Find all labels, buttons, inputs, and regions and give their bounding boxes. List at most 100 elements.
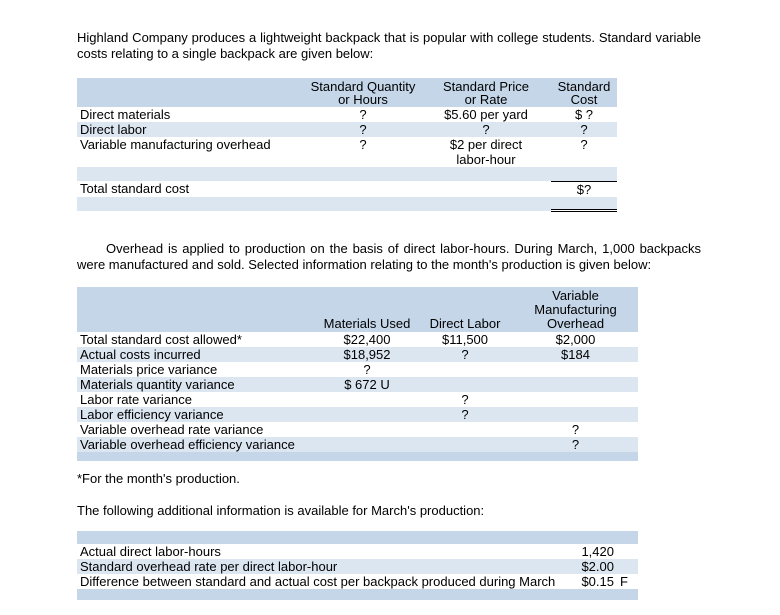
materials-cell: $18,952 [343,346,391,362]
price-cell: ? [482,122,490,137]
cost-cell: ? [580,137,588,152]
header-variable-overhead: Variable Manufacturing Overhead [534,287,617,331]
spacer-cell [77,167,551,181]
spacer-cell [305,181,421,197]
table-row: Variable overhead efficiency variance ? [77,436,638,452]
overhead-cell [513,392,638,407]
row-label: Direct labor [80,122,147,137]
cost-cell: $ ? [574,107,594,122]
row-label: Materials quantity variance [80,376,235,392]
table-row: Materials quantity variance $ 672 U [77,376,638,392]
labor-cell [417,437,513,452]
materials-cell: ? [363,361,371,377]
additional-info-paragraph: The following additional information is … [77,502,485,518]
document-page: Highland Company produces a lightweight … [77,30,701,600]
overhead-cell: $184 [561,346,590,362]
row-label: Actual direct labor-hours [80,543,221,559]
spacer-cell [77,211,617,221]
table-row: Variable manufacturing overhead ? $2 per… [77,137,617,167]
header-direct-labor: Direct Labor [429,315,501,331]
standard-cost-table: Standard Quantity or Hours Standard Pric… [77,78,617,221]
overhead-cell [513,377,638,392]
header-materials-used: Materials Used [323,315,411,331]
labor-cell [417,422,513,437]
value-cell: 1,420 [581,543,614,559]
materials-cell [317,422,417,437]
row-label: Difference between standard and actual c… [80,573,556,589]
materials-cell: $22,400 [343,331,391,347]
spacer-cell [421,181,551,197]
row-label: Total standard cost allowed* [80,331,242,347]
qty-cell: ? [359,137,367,152]
table-row: Difference between standard and actual c… [77,574,638,589]
spacer-cell [77,287,317,332]
suffix-cell [617,544,638,559]
total-label: Total standard cost [80,181,190,196]
labor-cell [417,377,513,392]
materials-cell [317,392,417,407]
overhead-cell [513,362,638,377]
total-value: $? [576,181,592,197]
price-cell: $2 per direct labor-hour [449,137,523,167]
standard-cost-header-row: Standard Quantity or Hours Standard Pric… [77,78,617,107]
qty-cell: ? [359,122,367,137]
table-bottom-band [77,451,638,461]
materials-cell: $ 672 U [344,376,390,392]
overhead-cell: $2,000 [555,331,596,347]
overhead-cell: ? [571,421,580,437]
suffix-cell: F [620,573,628,589]
blank-row [77,211,617,221]
table-row: Total standard cost allowed* $22,400 $11… [77,332,638,347]
overhead-paragraph: Overhead is applied to production on the… [77,240,701,272]
table-row: Direct materials ? $5.60 per yard $ ? [77,107,617,122]
single-rule [551,167,617,182]
table-row: Standard overhead rate per direct labor-… [77,558,638,574]
production-table: Materials Used Direct Labor Variable Man… [77,286,638,461]
row-label: Labor efficiency variance [80,406,224,422]
row-label: Actual costs incurred [80,346,201,362]
table-row: Materials price variance ? [77,362,638,377]
table-top-band [77,530,638,544]
intro-paragraph: Highland Company produces a lightweight … [77,30,701,61]
labor-cell: ? [461,406,469,422]
additional-info-table: Actual direct labor-hours 1,420 Standard… [77,530,638,600]
table-row: Direct labor ? ? ? [77,122,617,137]
footnote: *For the month's production. [77,470,240,486]
spacer-cell [77,589,638,600]
table-bottom-band [77,588,638,600]
row-label: Standard overhead rate per direct labor-… [80,558,338,574]
labor-cell [417,362,513,377]
overhead-cell [513,407,638,422]
labor-cell: ? [461,391,469,407]
suffix-cell [617,559,638,574]
qty-cell: ? [359,107,367,122]
value-cell: $0.15 [581,573,614,589]
labor-cell: $11,500 [441,331,489,347]
value-cell: $2.00 [581,558,614,574]
production-header-row: Materials Used Direct Labor Variable Man… [77,286,638,332]
materials-cell [317,437,417,452]
row-label: Labor rate variance [80,391,193,407]
table-row: Actual direct labor-hours 1,420 [77,544,638,559]
spacer-cell [77,452,638,461]
total-row: Total standard cost $? [77,181,617,197]
row-label: Materials price variance [80,361,218,377]
price-cell: $5.60 per yard [444,107,528,122]
header-standard-quantity: Standard Quantity or Hours [310,79,416,107]
row-label: Direct materials [80,107,171,122]
materials-cell [317,407,417,422]
table-row: Actual costs incurred $18,952 ? $184 [77,346,638,362]
spacer-cell [77,78,305,107]
double-rule [551,196,617,212]
overhead-cell: ? [571,436,580,452]
header-standard-price: Standard Price or Rate [443,79,529,107]
row-label: Variable overhead efficiency variance [80,436,295,452]
row-label: Variable manufacturing overhead [80,137,271,152]
blank-row [77,196,617,212]
spacer-cell [77,197,551,211]
table-row: Labor rate variance ? [77,392,638,407]
cost-cell: ? [580,122,588,137]
table-row: Labor efficiency variance ? [77,406,638,422]
blank-row [77,167,617,182]
labor-cell: ? [461,346,469,362]
